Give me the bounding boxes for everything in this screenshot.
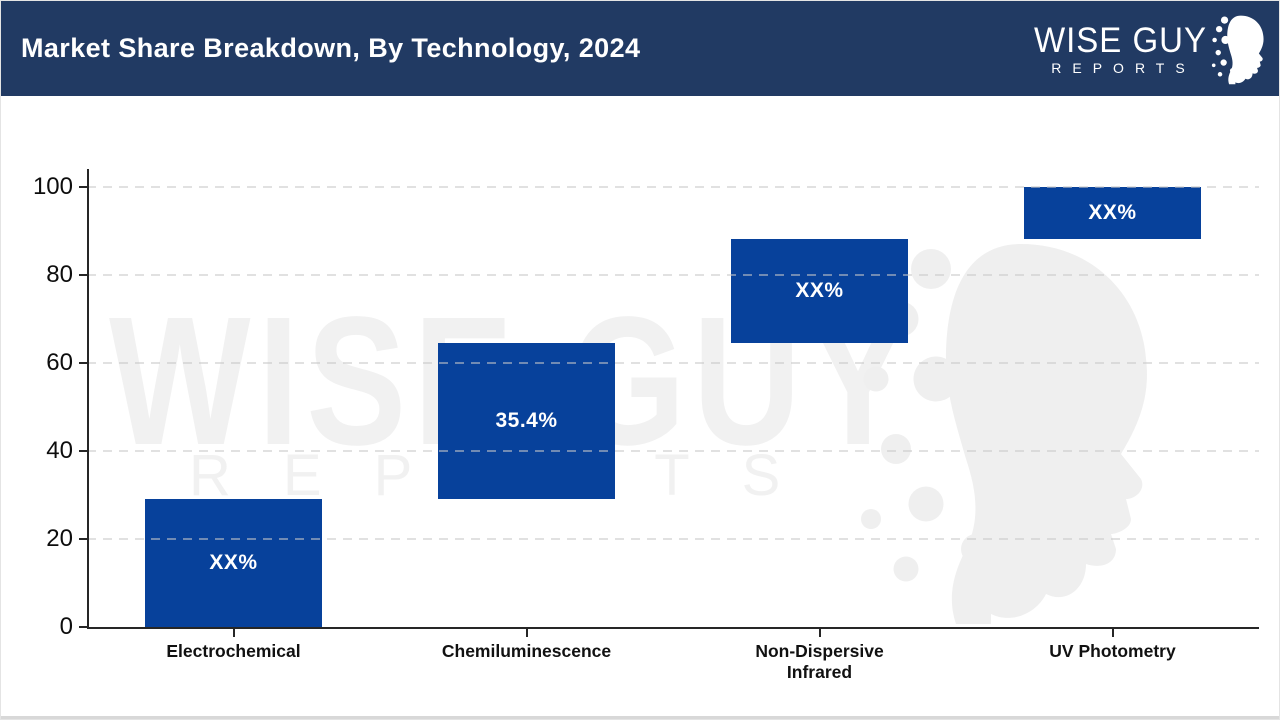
x-category-label: UV Photometry	[1049, 641, 1176, 661]
y-tick-mark	[79, 274, 87, 276]
y-tick-mark	[79, 538, 87, 540]
wiseguy-head-icon	[1211, 15, 1264, 85]
y-tick-label: 20	[46, 525, 73, 552]
y-tick-mark	[79, 186, 87, 188]
x-axis-spine	[87, 627, 1259, 629]
wiseguy-logo: WISE GUY REPORTS	[1034, 8, 1267, 90]
bar: XX%	[1024, 187, 1201, 239]
x-category-label: Chemiluminescence	[441, 641, 612, 661]
gridline	[87, 538, 1259, 540]
logo-subtitle: REPORTS	[1051, 59, 1196, 76]
bar-value-label: XX%	[1088, 200, 1137, 224]
y-tick-mark	[79, 362, 87, 364]
bar-value-label: XX%	[209, 550, 258, 574]
x-tick-mark	[1111, 629, 1114, 637]
gridline	[87, 186, 1259, 188]
y-tick-label: 80	[46, 261, 73, 288]
page-title: Market Share Breakdown, By Technology, 2…	[21, 33, 641, 63]
y-tick-mark	[79, 626, 87, 628]
x-tick-mark	[232, 629, 235, 637]
y-tick-label: 0	[59, 613, 73, 640]
x-category-label: Non-Dispersive Infrared	[755, 641, 884, 683]
bar: XX%	[145, 498, 322, 627]
y-tick-label: 40	[46, 437, 73, 464]
bar-value-label: 35.4%	[495, 409, 558, 433]
gridline	[87, 362, 1259, 364]
logo-wordmark: WISE GUY	[1033, 18, 1207, 59]
wiseguy-logo-text: WISE GUY REPORTS	[1033, 18, 1207, 76]
bar: XX%	[731, 238, 908, 344]
x-tick-mark	[818, 629, 821, 637]
bar: 35.4%	[438, 343, 615, 499]
bar-value-label: XX%	[795, 279, 844, 303]
y-tick-label: 100	[32, 173, 73, 200]
gridline	[87, 274, 1259, 276]
x-tick-mark	[525, 629, 528, 637]
y-tick-mark	[79, 450, 87, 452]
x-category-label: Electrochemical	[166, 641, 301, 661]
gridline	[87, 450, 1259, 452]
y-tick-label: 60	[46, 349, 73, 376]
bottom-border-line	[1, 716, 1279, 719]
header-bar: Market Share Breakdown, By Technology, 2…	[1, 1, 1279, 96]
y-axis-spine	[87, 169, 89, 629]
